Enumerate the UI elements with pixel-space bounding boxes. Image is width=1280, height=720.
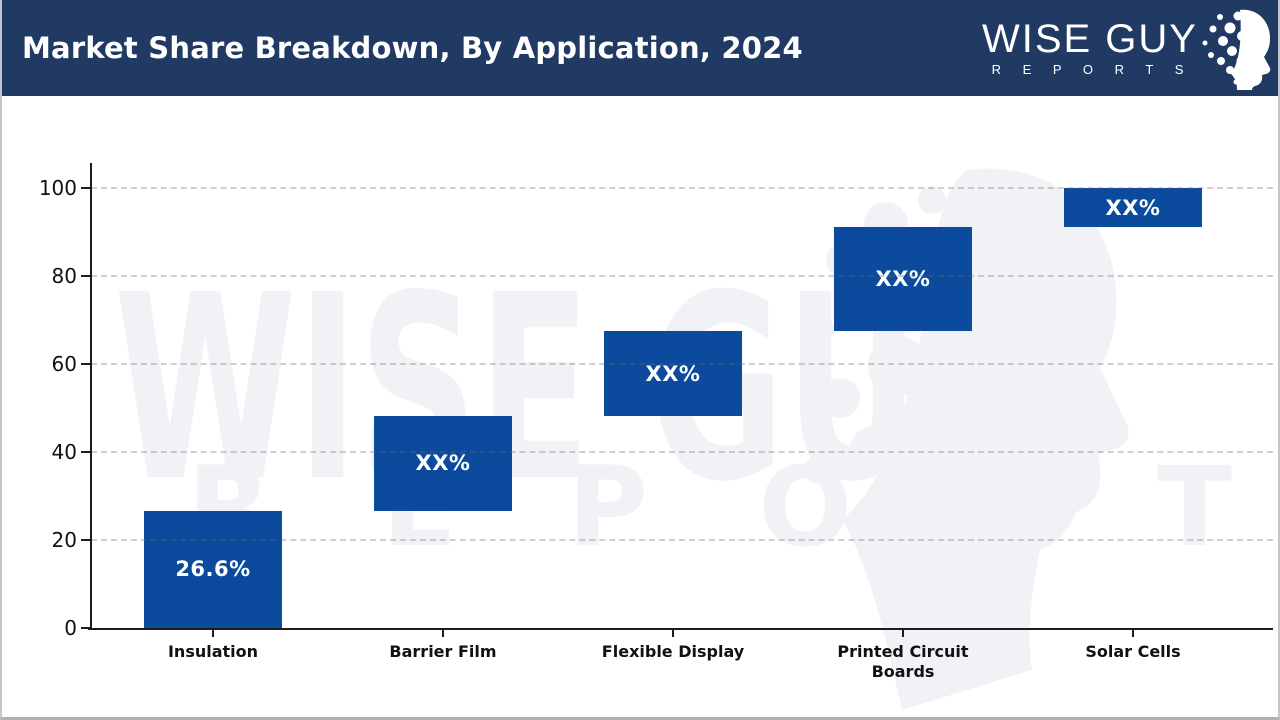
bar-value-label: XX% [1105,195,1161,220]
gridline-y-100 [91,187,1273,189]
x-axis-spine [88,628,1273,630]
bar-insulation: 26.6% [144,510,282,628]
bar-value-label: XX% [645,361,701,386]
x-axis-tick [902,630,904,637]
x-axis-tick [442,630,444,637]
logo-head-icon [1202,9,1271,90]
brand-logo: WISE GUY R E P O R T S [982,6,1272,90]
y-axis-tick-label: 80 [51,264,77,288]
y-axis-tick [81,539,90,541]
bar-printed-circuit-boards: XX% [834,227,972,332]
y-axis-tick-label: 60 [51,352,77,376]
x-axis-category-label: Flexible Display [601,642,745,661]
y-axis-tick [81,187,90,189]
y-axis-tick [81,451,90,453]
y-axis-tick-label: 0 [64,616,77,640]
bar-value-label: 26.6% [175,557,251,582]
bar-solar-cells: XX% [1064,188,1202,228]
x-axis-category-label: Printed Circuit Boards [837,642,969,681]
x-axis-tick [212,630,214,637]
bar-value-label: XX% [415,451,471,476]
gridline-y-80 [91,275,1273,277]
gridline-y-60 [91,363,1273,365]
y-axis-tick-label: 40 [51,440,77,464]
bar-flexible-display: XX% [604,331,742,416]
x-axis-category-label: Insulation [167,642,259,661]
x-axis-tick [1132,630,1134,637]
bar-barrier-film: XX% [374,415,512,511]
y-axis-tick-label: 100 [38,176,77,200]
x-axis-tick [672,630,674,637]
logo-wordmark: WISE GUY [981,17,1198,61]
header-bar: Market Share Breakdown, By Application, … [2,0,1278,96]
x-axis-category-label: Solar Cells [1085,642,1181,661]
y-axis-tick [81,363,90,365]
y-axis-tick [81,275,90,277]
chart-title: Market Share Breakdown, By Application, … [22,31,803,65]
y-axis-tick-label: 20 [51,528,77,552]
plot-area: 0 20 40 60 80 100 26.6% Insulation XX% Barrier Fi… [2,96,1278,717]
bar-value-label: XX% [875,267,931,292]
gridline-y-20 [91,539,1273,541]
y-axis-tick [81,627,90,629]
gridline-y-40 [91,451,1273,453]
y-axis-spine [90,163,92,630]
x-axis-category-label: Barrier Film [389,642,497,661]
logo-subtext: R E P O R T S [991,62,1193,77]
